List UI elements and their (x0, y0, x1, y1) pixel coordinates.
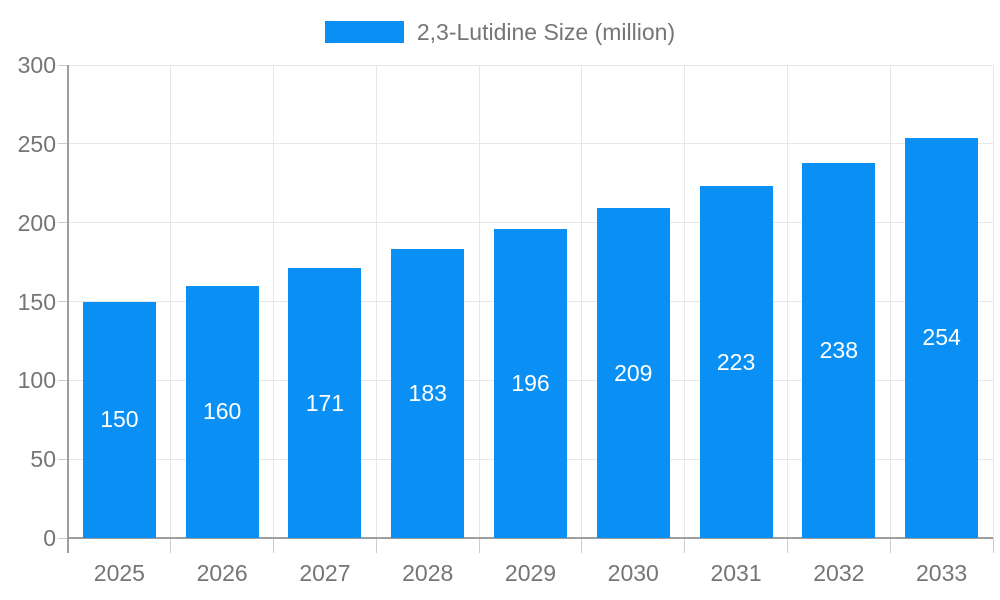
x-gridline (992, 65, 994, 538)
bar: 150 (82, 301, 156, 538)
bar-value-label: 209 (614, 359, 653, 386)
bar-value-label: 254 (922, 324, 961, 351)
x-gridline (786, 65, 788, 538)
bar-value-label: 150 (100, 406, 139, 433)
x-gridline (581, 65, 583, 538)
x-axis-label: 2032 (813, 560, 865, 586)
bar: 254 (905, 137, 979, 538)
x-axis-label: 2029 (504, 560, 557, 586)
x-gridline (273, 65, 275, 538)
y-tick (58, 143, 68, 145)
bar: 209 (596, 208, 670, 538)
bar-value-label: 160 (202, 398, 242, 425)
x-axis-label: 2026 (196, 560, 248, 586)
bar: 160 (185, 285, 259, 538)
legend-swatch (324, 21, 404, 43)
x-tick (889, 538, 891, 553)
y-tick (58, 379, 68, 381)
x-tick (786, 538, 788, 553)
x-axis-label: 2027 (299, 560, 351, 586)
y-tick-label: 100 (17, 367, 56, 394)
x-tick (478, 538, 480, 553)
bar-value-label: 171 (305, 389, 345, 416)
x-tick (684, 538, 686, 553)
y-tick-label: 200 (17, 209, 56, 236)
x-axis-label: 2033 (916, 560, 968, 586)
x-gridline (375, 65, 377, 538)
y-tick (58, 537, 68, 539)
x-gridline (170, 65, 172, 538)
y-tick (58, 222, 68, 224)
bar-value-label: 196 (511, 369, 550, 396)
x-axis-label: 2025 (93, 560, 145, 586)
y-tick-label: 50 (30, 446, 56, 473)
x-gridline (478, 65, 480, 538)
y-axis-line (67, 65, 69, 553)
x-axis-label: 2030 (607, 560, 659, 586)
x-tick (273, 538, 275, 553)
y-gridline (68, 143, 993, 145)
y-tick (58, 301, 68, 302)
bar-value-label: 183 (408, 380, 447, 407)
x-tick (170, 538, 172, 553)
y-tick-label: 150 (17, 288, 56, 315)
y-gridline (68, 222, 993, 224)
y-tick-label: 0 (43, 525, 56, 551)
bar: 196 (494, 228, 567, 538)
y-tick-label: 300 (17, 52, 56, 78)
x-tick (992, 538, 994, 553)
bar: 223 (699, 186, 773, 538)
bar: 183 (391, 249, 465, 538)
x-gridline (889, 65, 891, 538)
legend: 2,3-Lutidine Size (million) (0, 20, 1000, 44)
bar: 238 (802, 162, 876, 538)
x-axis-label: 2028 (402, 560, 454, 586)
x-tick (581, 538, 583, 553)
x-tick (375, 538, 377, 553)
x-gridline (684, 65, 686, 538)
legend-label: 2,3-Lutidine Size (million) (416, 19, 676, 45)
x-axis-line (68, 537, 993, 539)
y-tick-label: 250 (17, 130, 56, 157)
bar: 171 (288, 268, 362, 538)
bar-value-label: 223 (716, 348, 756, 375)
y-gridline (68, 64, 993, 66)
bar-value-label: 238 (819, 336, 859, 363)
y-tick (58, 458, 68, 460)
x-axis-label: 2031 (710, 560, 762, 586)
y-tick (58, 64, 68, 66)
